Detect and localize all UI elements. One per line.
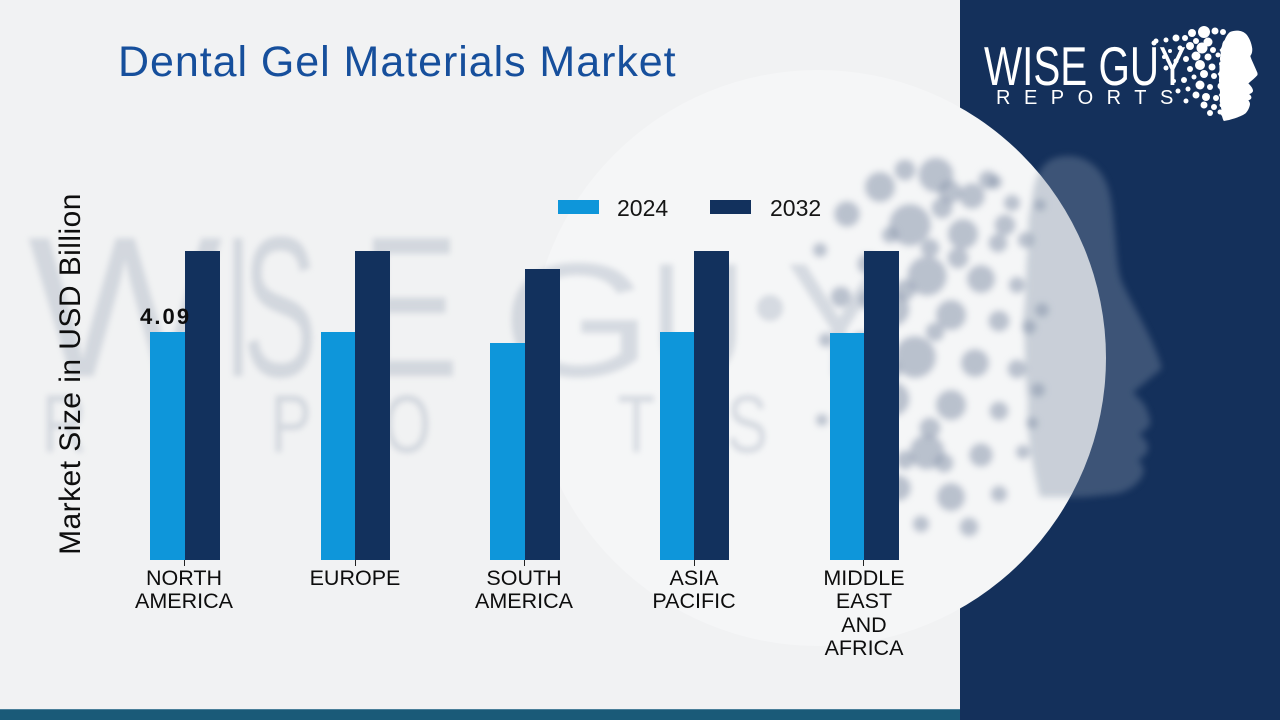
svg-text:WISE GUY: WISE GUY <box>984 35 1186 97</box>
svg-text:REPORTS: REPORTS <box>996 87 1187 109</box>
svg-text:I: I <box>225 196 251 419</box>
svg-text:S: S <box>243 196 317 419</box>
